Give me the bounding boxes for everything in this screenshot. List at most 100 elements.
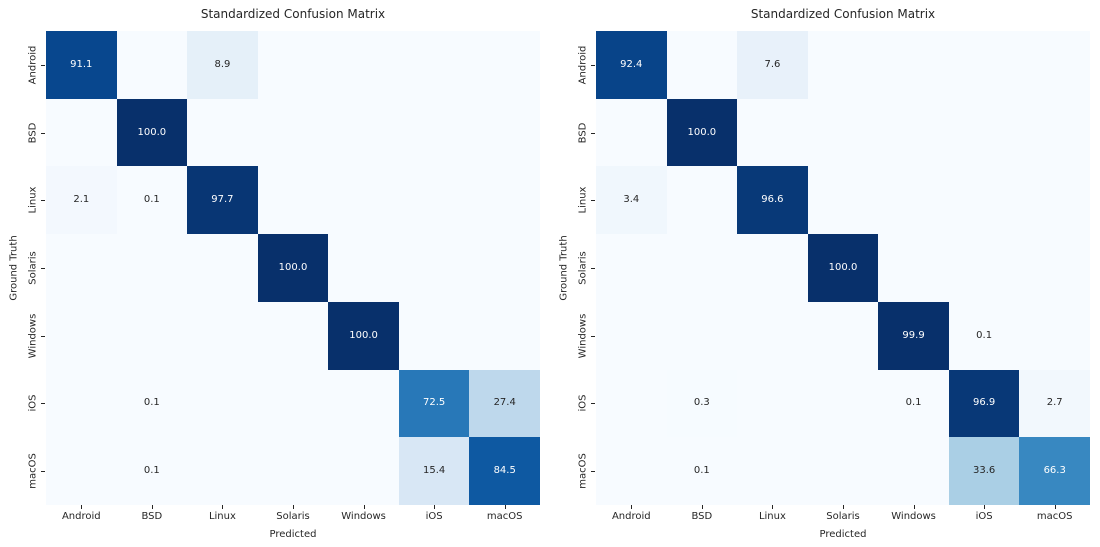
heatmap-cell xyxy=(1019,166,1090,235)
x-tick-label: macOS xyxy=(1036,511,1073,522)
x-tick-label: iOS xyxy=(975,511,993,522)
y-tick-label: Windows xyxy=(577,313,589,359)
x-tick-label: Windows xyxy=(891,511,936,522)
heatmap-cell xyxy=(257,31,329,99)
cell-value: 2.1 xyxy=(73,194,90,206)
heatmap-cell: 99.9 xyxy=(878,301,949,370)
y-tick-mark xyxy=(591,200,595,202)
x-tick-mark xyxy=(222,505,224,509)
heatmap-cell: 0.1 xyxy=(116,437,188,505)
heatmap-cell xyxy=(807,31,879,99)
heatmap-cell xyxy=(948,234,1020,302)
heatmap-cell xyxy=(948,98,1020,167)
heatmap-cell xyxy=(257,301,329,370)
heatmap-cell xyxy=(398,166,470,235)
heatmap-cell: 0.3 xyxy=(666,369,738,438)
heatmap-cell xyxy=(737,98,808,167)
heatmap-cell xyxy=(807,166,879,235)
x-tick-label: Solaris xyxy=(826,511,860,522)
heatmap-cell xyxy=(328,369,399,438)
heatmap-cell xyxy=(187,234,258,302)
heatmap-cell: 96.6 xyxy=(737,166,808,235)
cell-value: 96.9 xyxy=(973,397,996,409)
cell-value: 0.1 xyxy=(976,329,993,341)
y-tick-label: BSD xyxy=(577,122,589,143)
x-tick-label: Linux xyxy=(208,511,236,522)
x-tick-label: Windows xyxy=(341,511,386,522)
x-axis-label: Predicted xyxy=(269,529,317,540)
heatmap-cell xyxy=(328,31,399,99)
y-tick-label: macOS xyxy=(577,453,589,489)
y-tick-mark xyxy=(41,132,45,134)
heatmap-cell xyxy=(469,166,540,235)
y-tick-label: Solaris xyxy=(27,251,39,285)
heatmap-cell xyxy=(666,301,738,370)
cell-value: 27.4 xyxy=(493,397,516,409)
x-tick-mark xyxy=(984,505,986,509)
y-tick-mark xyxy=(591,64,595,66)
heatmap-cell: 100.0 xyxy=(116,98,188,167)
y-tick-mark xyxy=(41,64,45,66)
cell-value: 0.3 xyxy=(693,397,710,409)
x-tick-mark xyxy=(504,505,506,509)
y-tick-mark xyxy=(41,268,45,269)
cell-value: 72.5 xyxy=(423,397,446,409)
y-tick-label: Linux xyxy=(27,186,39,214)
heatmap-cell xyxy=(257,166,329,235)
heatmap-cell: 0.1 xyxy=(948,301,1020,370)
heatmap-cell xyxy=(596,369,667,438)
heatmap-cell xyxy=(469,98,540,167)
heatmap-cell xyxy=(398,234,470,302)
x-tick-label: iOS xyxy=(425,511,443,522)
cell-value: 96.6 xyxy=(761,194,784,206)
x-tick-mark xyxy=(1054,505,1056,509)
heatmap-cell: 92.4 xyxy=(596,31,667,99)
heatmap-cell xyxy=(116,301,188,370)
heatmap-cell xyxy=(878,98,949,167)
y-axis-label: Ground Truth xyxy=(8,235,20,301)
heatmap-cell xyxy=(666,31,738,99)
cell-value: 100.0 xyxy=(828,261,858,273)
heatmap-cell xyxy=(187,301,258,370)
heatmap-cell xyxy=(807,301,879,370)
y-tick-mark xyxy=(41,200,45,202)
heatmap-cell xyxy=(878,31,949,99)
y-tick-mark xyxy=(41,335,45,337)
heatmap-cell xyxy=(666,234,738,302)
heatmap-cell xyxy=(737,437,808,505)
heatmap-cell xyxy=(737,369,808,438)
cell-value: 0.1 xyxy=(143,397,160,409)
heatmap-cell: 27.4 xyxy=(469,369,540,438)
heatmap-grid: 92.4 7.6 100.0 3.4 96.6 100.0 99.9 0.1 0.3 0.1 96.… xyxy=(596,31,1090,505)
y-tick-label: Solaris xyxy=(577,251,589,285)
x-tick-mark xyxy=(363,505,365,509)
heatmap-cell xyxy=(807,369,879,438)
heatmap-cell xyxy=(257,437,329,505)
cell-value: 2.7 xyxy=(1046,397,1063,409)
heatmap-cell xyxy=(807,98,879,167)
heatmap-cell: 96.9 xyxy=(948,369,1020,438)
x-tick-mark xyxy=(81,505,83,509)
y-tick-label: Android xyxy=(27,45,39,85)
heatmap-cell xyxy=(46,98,117,167)
heatmap-cell: 66.3 xyxy=(1019,437,1090,505)
x-tick-mark xyxy=(434,505,436,509)
heatmap-cell xyxy=(328,234,399,302)
x-tick-label: BSD xyxy=(141,511,163,522)
heatmap-cell xyxy=(1019,31,1090,99)
x-tick-mark xyxy=(631,505,633,509)
cell-value: 100.0 xyxy=(137,126,167,138)
heatmap-cell: 100.0 xyxy=(328,301,399,370)
heatmap-cell xyxy=(1019,98,1090,167)
x-tick-label: Android xyxy=(611,511,651,522)
cell-value: 84.5 xyxy=(493,465,516,477)
cell-value: 99.9 xyxy=(902,329,925,341)
heatmap-cell: 2.7 xyxy=(1019,369,1090,438)
heatmap-cell xyxy=(328,437,399,505)
heatmap-cell xyxy=(187,369,258,438)
heatmap-cell: 100.0 xyxy=(666,98,738,167)
heatmap-cell: 100.0 xyxy=(807,234,879,302)
heatmap-cell xyxy=(878,234,949,302)
x-axis-label: Predicted xyxy=(819,529,867,540)
